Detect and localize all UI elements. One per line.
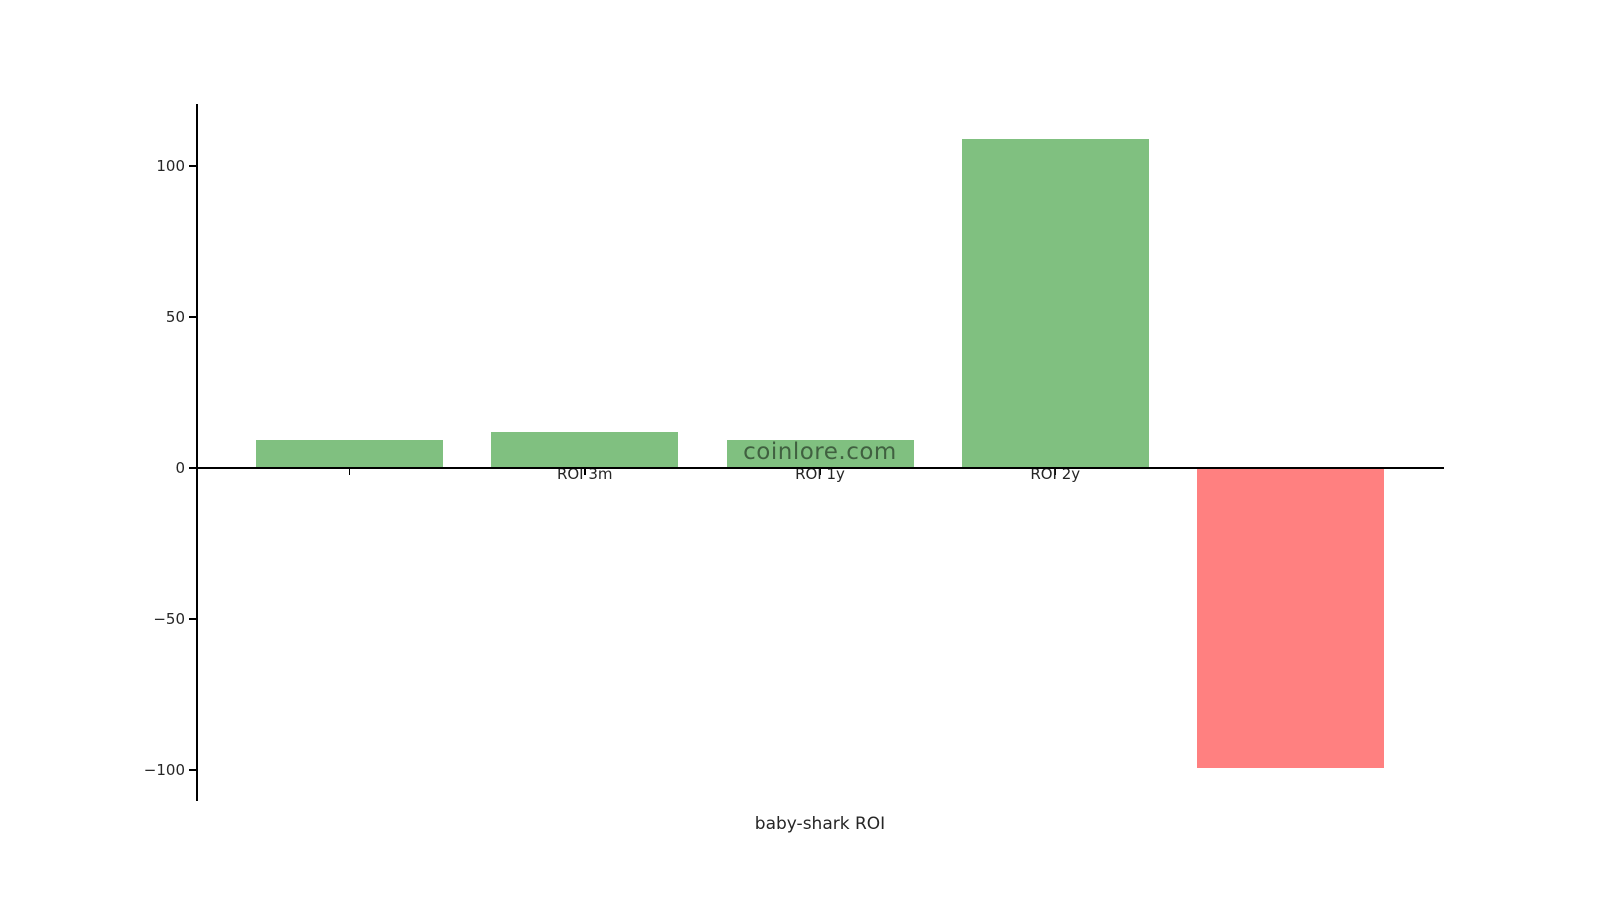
bar — [1197, 468, 1384, 768]
x-axis-line — [196, 467, 1444, 469]
x-tick — [583, 468, 586, 475]
y-tick-label: 100 — [156, 156, 185, 175]
bar — [256, 440, 443, 468]
y-tick — [189, 165, 197, 167]
bar — [961, 139, 1149, 468]
x-tick-label: ROI 3m — [556, 465, 613, 483]
y-tick-label: −50 — [153, 609, 185, 628]
y-tick — [189, 769, 197, 771]
x-tick — [348, 468, 351, 475]
x-tick — [819, 468, 821, 475]
y-axis-line — [196, 104, 198, 801]
y-tick — [189, 618, 197, 620]
bar — [726, 439, 914, 468]
x-tick-label: ROI 2y — [1030, 465, 1081, 483]
chart-title: baby-shark ROI — [754, 814, 886, 834]
y-tick — [189, 316, 197, 318]
bar — [491, 432, 679, 468]
x-tick-label: ROI 1y — [795, 465, 845, 483]
y-tick-label: 0 — [175, 458, 185, 477]
y-tick-label: −100 — [143, 760, 185, 779]
x-tick — [1054, 468, 1057, 475]
y-tick-label: 50 — [165, 307, 185, 326]
watermark-text: coinlore.com — [743, 439, 897, 465]
y-tick — [189, 467, 197, 469]
